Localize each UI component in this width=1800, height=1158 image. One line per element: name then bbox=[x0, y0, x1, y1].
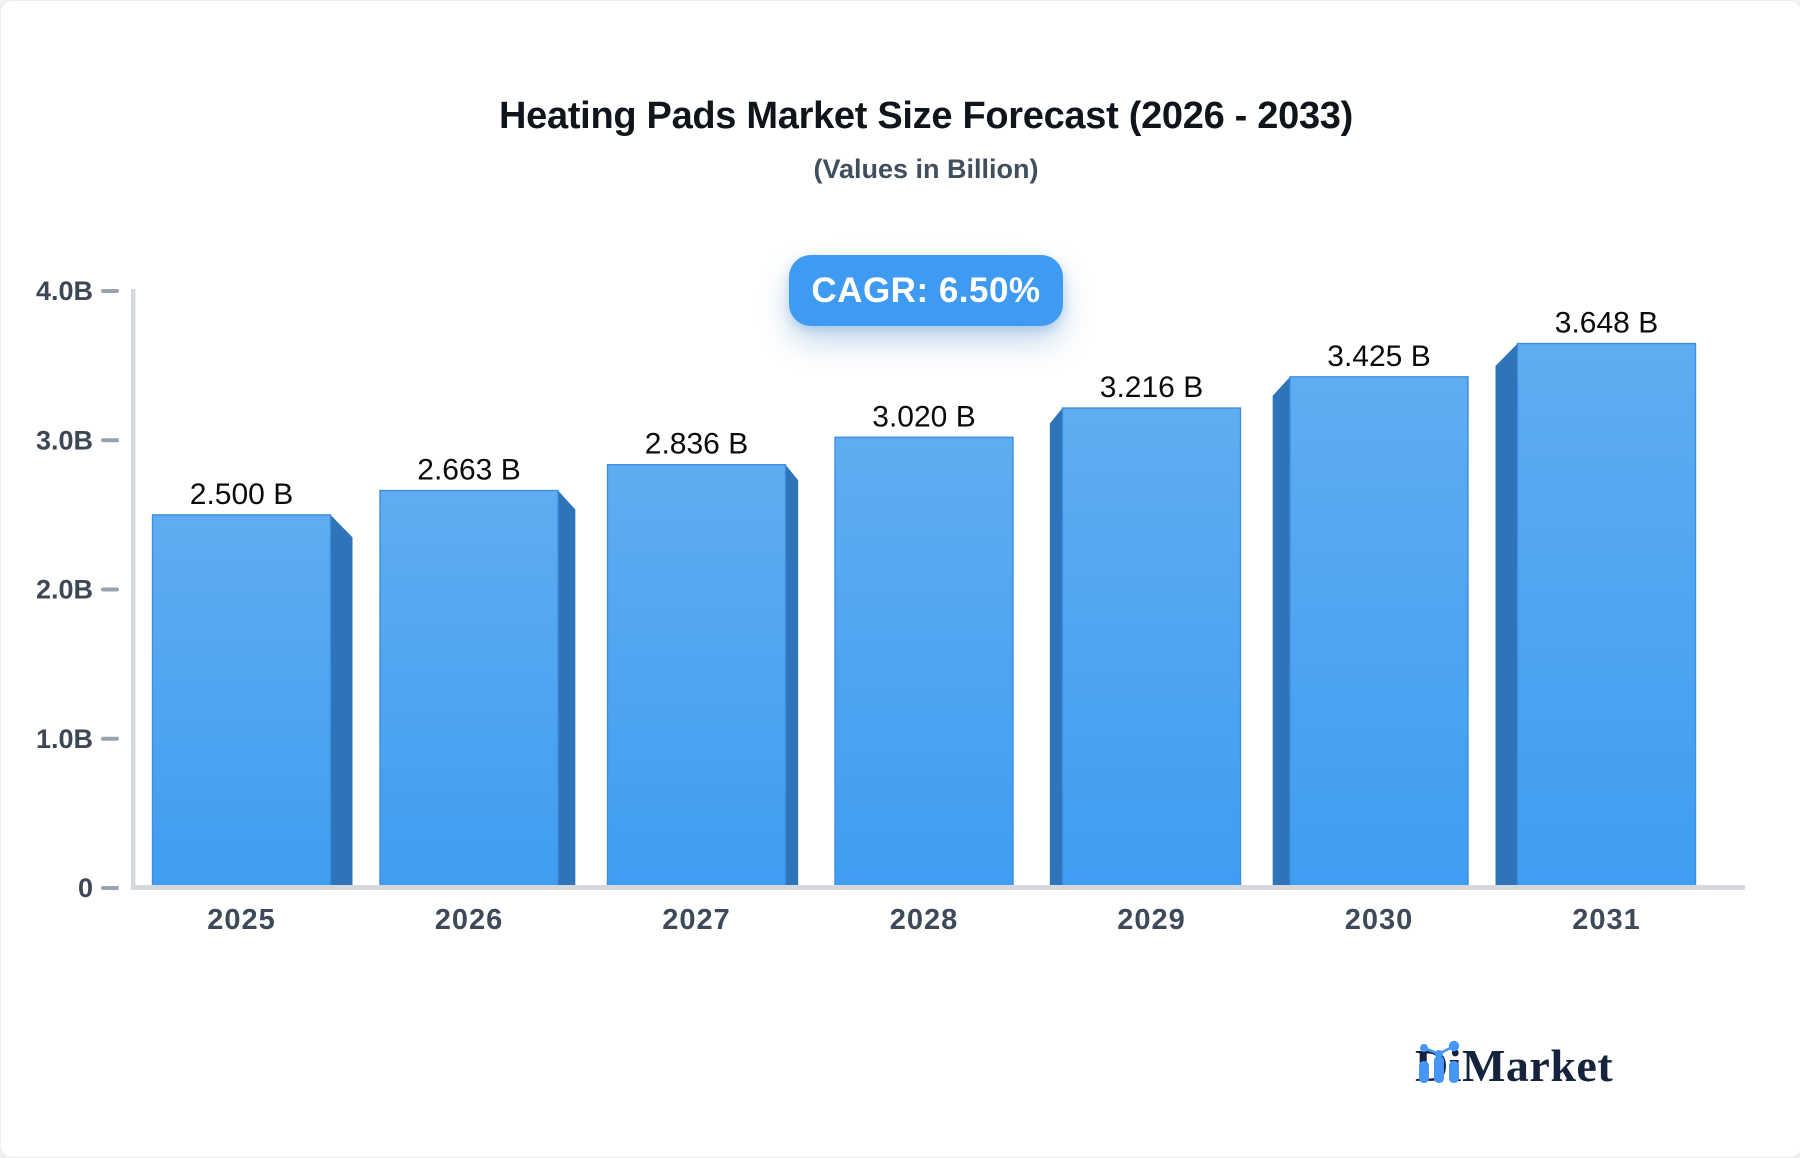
x-axis-label-2029: 2029 bbox=[1117, 904, 1186, 936]
chart-title: Heating Pads Market Size Forecast (2026 … bbox=[499, 95, 1353, 137]
logo-dot-2 bbox=[1435, 1050, 1443, 1058]
bar-value-label: 2.836 B bbox=[645, 428, 748, 461]
x-axis-line bbox=[131, 885, 1745, 890]
logo-bar-3 bbox=[1449, 1061, 1459, 1083]
y-tick-label: 2.0B bbox=[36, 575, 93, 605]
bar-2025[interactable] bbox=[151, 514, 353, 888]
y-tick-mark bbox=[101, 438, 119, 443]
chart-header: Heating Pads Market Size Forecast (2026 … bbox=[51, 1, 1800, 185]
bar-side-face bbox=[785, 464, 799, 887]
x-axis-label-2030: 2030 bbox=[1345, 904, 1414, 936]
bar-value-label: 2.500 B bbox=[190, 478, 293, 511]
x-axis-label-2028: 2028 bbox=[890, 904, 959, 936]
logo-bar-1 bbox=[1419, 1061, 1429, 1083]
bar-front-face bbox=[151, 514, 332, 888]
bar-side-face bbox=[1272, 376, 1290, 887]
y-tick-mark bbox=[101, 736, 119, 741]
bar-side-face bbox=[558, 490, 576, 887]
logo-dot-3 bbox=[1448, 1040, 1460, 1052]
y-tick-mark bbox=[101, 289, 119, 293]
bar-chart-logo-icon bbox=[1419, 1040, 1460, 1083]
bar-2027[interactable] bbox=[606, 464, 799, 888]
y-tick-label: 4.0B bbox=[36, 276, 93, 306]
bar-front-face bbox=[1289, 376, 1469, 888]
x-axis-label-2027: 2027 bbox=[662, 904, 731, 936]
bar-value-label: 3.020 B bbox=[872, 400, 975, 433]
bar-value-label: 3.648 B bbox=[1555, 307, 1658, 340]
bar-side-face bbox=[1049, 408, 1063, 887]
bar-2031[interactable] bbox=[1495, 342, 1697, 888]
y-tick-label: 0 bbox=[78, 873, 93, 903]
chart-subtitle: (Values in Billion) bbox=[813, 154, 1039, 184]
logo-bar-2 bbox=[1434, 1056, 1444, 1083]
bar-front-face bbox=[606, 464, 787, 888]
bar-side-face bbox=[1495, 343, 1518, 887]
x-axis-label-2025: 2025 bbox=[207, 904, 276, 936]
y-tick-label: 3.0B bbox=[36, 425, 93, 455]
bar-value-label: 2.663 B bbox=[417, 454, 520, 487]
bar-front-face bbox=[834, 436, 1014, 888]
y-axis-line bbox=[131, 289, 136, 890]
logo-dot-1 bbox=[1420, 1044, 1428, 1052]
bar-2030[interactable] bbox=[1272, 376, 1469, 888]
y-tick-mark bbox=[101, 587, 119, 592]
bar-side-face bbox=[330, 514, 353, 887]
x-axis-label-2031: 2031 bbox=[1572, 904, 1641, 936]
bar-front-face bbox=[379, 489, 559, 888]
y-tick-mark bbox=[101, 886, 119, 890]
bar-value-label: 3.216 B bbox=[1100, 371, 1203, 404]
bar-front-face bbox=[1516, 342, 1697, 888]
y-tick-label: 1.0B bbox=[36, 724, 93, 754]
cagr-badge: CAGR: 6.50% bbox=[789, 255, 1063, 326]
bar-2029[interactable] bbox=[1049, 407, 1242, 888]
bar-value-label: 3.425 B bbox=[1327, 340, 1430, 373]
bar-2026[interactable] bbox=[379, 489, 576, 888]
bar-2028[interactable] bbox=[834, 436, 1014, 888]
x-axis-label-2026: 2026 bbox=[435, 904, 504, 936]
dimarket-logo: DiMarket bbox=[1415, 1039, 1613, 1092]
bar-front-face bbox=[1061, 407, 1242, 888]
